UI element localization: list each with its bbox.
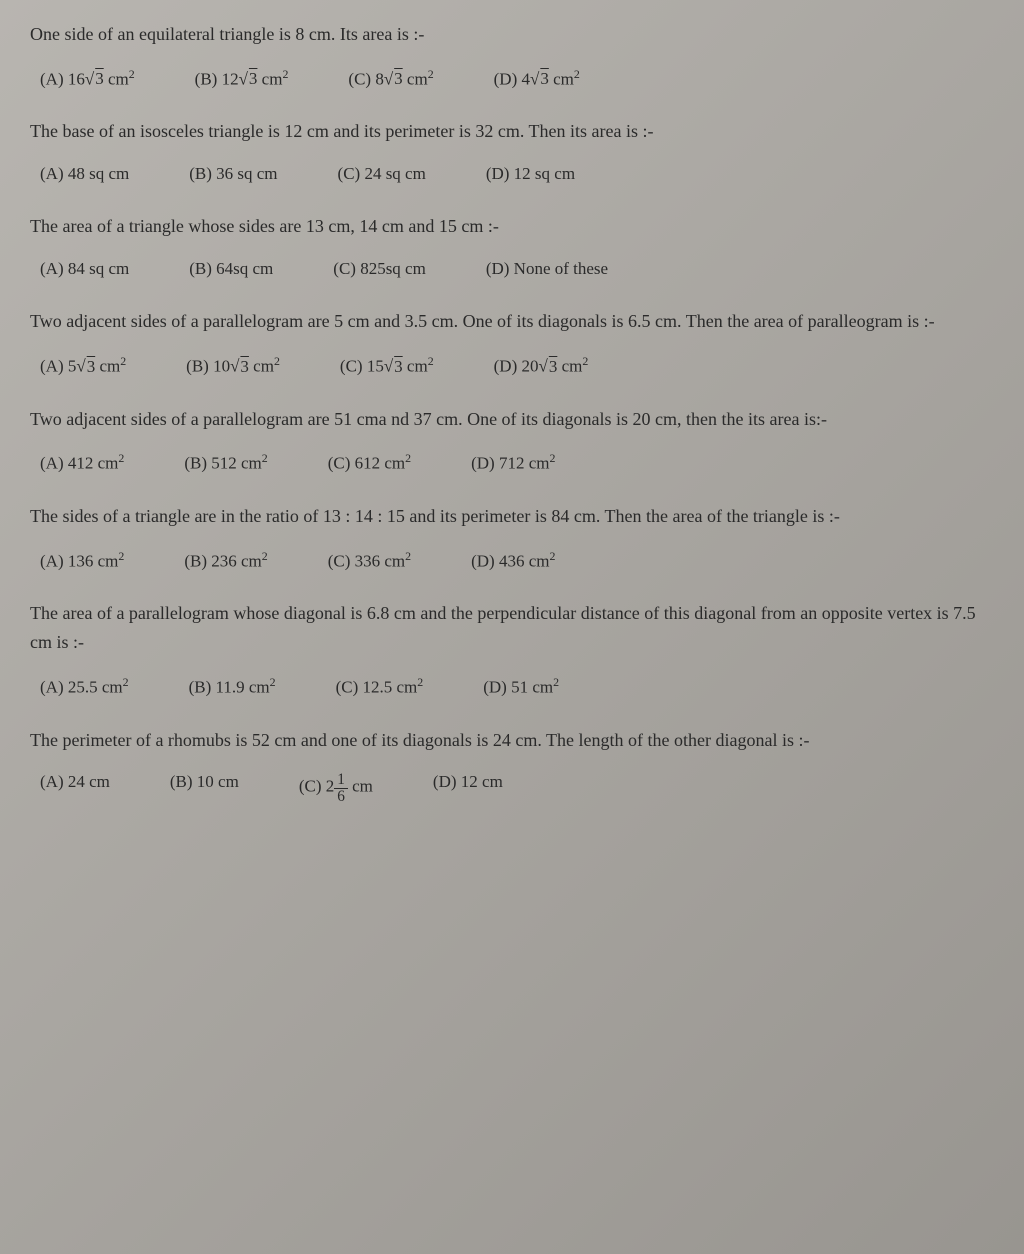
option-a: (A) 16√3 cm2 — [40, 67, 135, 90]
option-d: (D) 436 cm2 — [471, 549, 555, 572]
question-3: The area of a triangle whose sides are 1… — [30, 212, 994, 279]
option-b: (B) 10 cm — [170, 772, 239, 804]
question-text: The base of an isosceles triangle is 12 … — [30, 117, 994, 146]
option-b: (B) 36 sq cm — [189, 164, 277, 184]
option-b: (B) 12√3 cm2 — [195, 67, 289, 90]
options-row: (A) 25.5 cm2 (B) 11.9 cm2 (C) 12.5 cm2 (… — [30, 675, 994, 698]
question-5: Two adjacent sides of a parallelogram ar… — [30, 405, 994, 474]
question-6: The sides of a triangle are in the ratio… — [30, 502, 994, 571]
options-row: (A) 412 cm2 (B) 512 cm2 (C) 612 cm2 (D) … — [30, 451, 994, 474]
question-text: Two adjacent sides of a parallelogram ar… — [30, 307, 994, 336]
options-row: (A) 136 cm2 (B) 236 cm2 (C) 336 cm2 (D) … — [30, 549, 994, 572]
option-c: (C) 825sq cm — [333, 259, 426, 279]
option-d: (D) 712 cm2 — [471, 451, 555, 474]
option-a: (A) 136 cm2 — [40, 549, 124, 572]
option-d: (D) 4√3 cm2 — [494, 67, 580, 90]
option-a: (A) 24 cm — [40, 772, 110, 804]
option-b: (B) 11.9 cm2 — [189, 675, 276, 698]
option-a: (A) 25.5 cm2 — [40, 675, 129, 698]
question-text: Two adjacent sides of a parallelogram ar… — [30, 405, 994, 434]
option-d: (D) 12 sq cm — [486, 164, 575, 184]
option-b: (B) 512 cm2 — [184, 451, 267, 474]
question-2: The base of an isosceles triangle is 12 … — [30, 117, 994, 184]
question-7: The area of a parallelogram whose diagon… — [30, 599, 994, 697]
option-c: (C) 12.5 cm2 — [336, 675, 424, 698]
question-text: One side of an equilateral triangle is 8… — [30, 20, 994, 49]
option-c: (C) 612 cm2 — [328, 451, 411, 474]
options-row: (A) 48 sq cm (B) 36 sq cm (C) 24 sq cm (… — [30, 164, 994, 184]
options-row: (A) 16√3 cm2 (B) 12√3 cm2 (C) 8√3 cm2 (D… — [30, 67, 994, 90]
option-b: (B) 10√3 cm2 — [186, 354, 280, 377]
question-text: The area of a triangle whose sides are 1… — [30, 212, 994, 241]
question-text: The perimeter of a rhomubs is 52 cm and … — [30, 726, 994, 755]
option-c: (C) 8√3 cm2 — [348, 67, 433, 90]
option-a: (A) 48 sq cm — [40, 164, 129, 184]
options-row: (A) 84 sq cm (B) 64sq cm (C) 825sq cm (D… — [30, 259, 994, 279]
option-a: (A) 412 cm2 — [40, 451, 124, 474]
option-c: (C) 336 cm2 — [328, 549, 411, 572]
option-d: (D) None of these — [486, 259, 608, 279]
option-a: (A) 84 sq cm — [40, 259, 129, 279]
option-d: (D) 20√3 cm2 — [494, 354, 589, 377]
options-row: (A) 24 cm (B) 10 cm (C) 216 cm (D) 12 cm — [30, 772, 994, 804]
option-d: (D) 12 cm — [433, 772, 503, 804]
option-d: (D) 51 cm2 — [483, 675, 559, 698]
question-1: One side of an equilateral triangle is 8… — [30, 20, 994, 89]
option-a: (A) 5√3 cm2 — [40, 354, 126, 377]
option-c: (C) 15√3 cm2 — [340, 354, 434, 377]
question-text: The sides of a triangle are in the ratio… — [30, 502, 994, 531]
question-8: The perimeter of a rhomubs is 52 cm and … — [30, 726, 994, 804]
question-text: The area of a parallelogram whose diagon… — [30, 599, 994, 657]
option-c: (C) 24 sq cm — [338, 164, 426, 184]
question-4: Two adjacent sides of a parallelogram ar… — [30, 307, 994, 376]
option-b: (B) 236 cm2 — [184, 549, 267, 572]
options-row: (A) 5√3 cm2 (B) 10√3 cm2 (C) 15√3 cm2 (D… — [30, 354, 994, 377]
option-b: (B) 64sq cm — [189, 259, 273, 279]
option-c: (C) 216 cm — [299, 772, 373, 804]
